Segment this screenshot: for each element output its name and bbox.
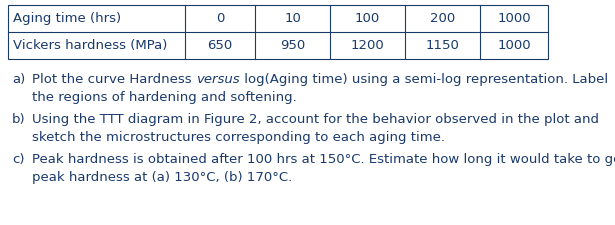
Text: 10: 10 (284, 12, 301, 25)
Text: Aging time (hrs): Aging time (hrs) (13, 12, 121, 25)
Text: 1200: 1200 (351, 39, 384, 52)
Text: Peak hardness is obtained after 100 hrs at 150°C. Estimate how long it would tak: Peak hardness is obtained after 100 hrs … (32, 153, 615, 166)
Text: the regions of hardening and softening.: the regions of hardening and softening. (32, 91, 297, 104)
Text: sketch the microstructures corresponding to each aging time.: sketch the microstructures corresponding… (32, 131, 445, 144)
Text: 650: 650 (207, 39, 232, 52)
Bar (8, 5, 548, 59)
Text: 1000: 1000 (497, 39, 531, 52)
Text: Plot the curve Hardness: Plot the curve Hardness (32, 73, 196, 86)
Text: peak hardness at (a) 130°C, (b) 170°C.: peak hardness at (a) 130°C, (b) 170°C. (32, 171, 292, 184)
Text: 1000: 1000 (497, 12, 531, 25)
Text: log(Aging time) using a semi-log representation. Label: log(Aging time) using a semi-log represe… (239, 73, 608, 86)
Text: 1150: 1150 (426, 39, 459, 52)
Text: 100: 100 (355, 12, 380, 25)
Text: Vickers hardness (MPa): Vickers hardness (MPa) (13, 39, 167, 52)
Text: Using the TTT diagram in Figure 2, account for the behavior observed in the plot: Using the TTT diagram in Figure 2, accou… (32, 113, 599, 126)
Text: 950: 950 (280, 39, 305, 52)
Text: c): c) (12, 153, 25, 166)
Text: b): b) (12, 113, 26, 126)
Text: 0: 0 (216, 12, 224, 25)
Text: versus: versus (196, 73, 239, 86)
Text: 200: 200 (430, 12, 455, 25)
Text: a): a) (12, 73, 25, 86)
